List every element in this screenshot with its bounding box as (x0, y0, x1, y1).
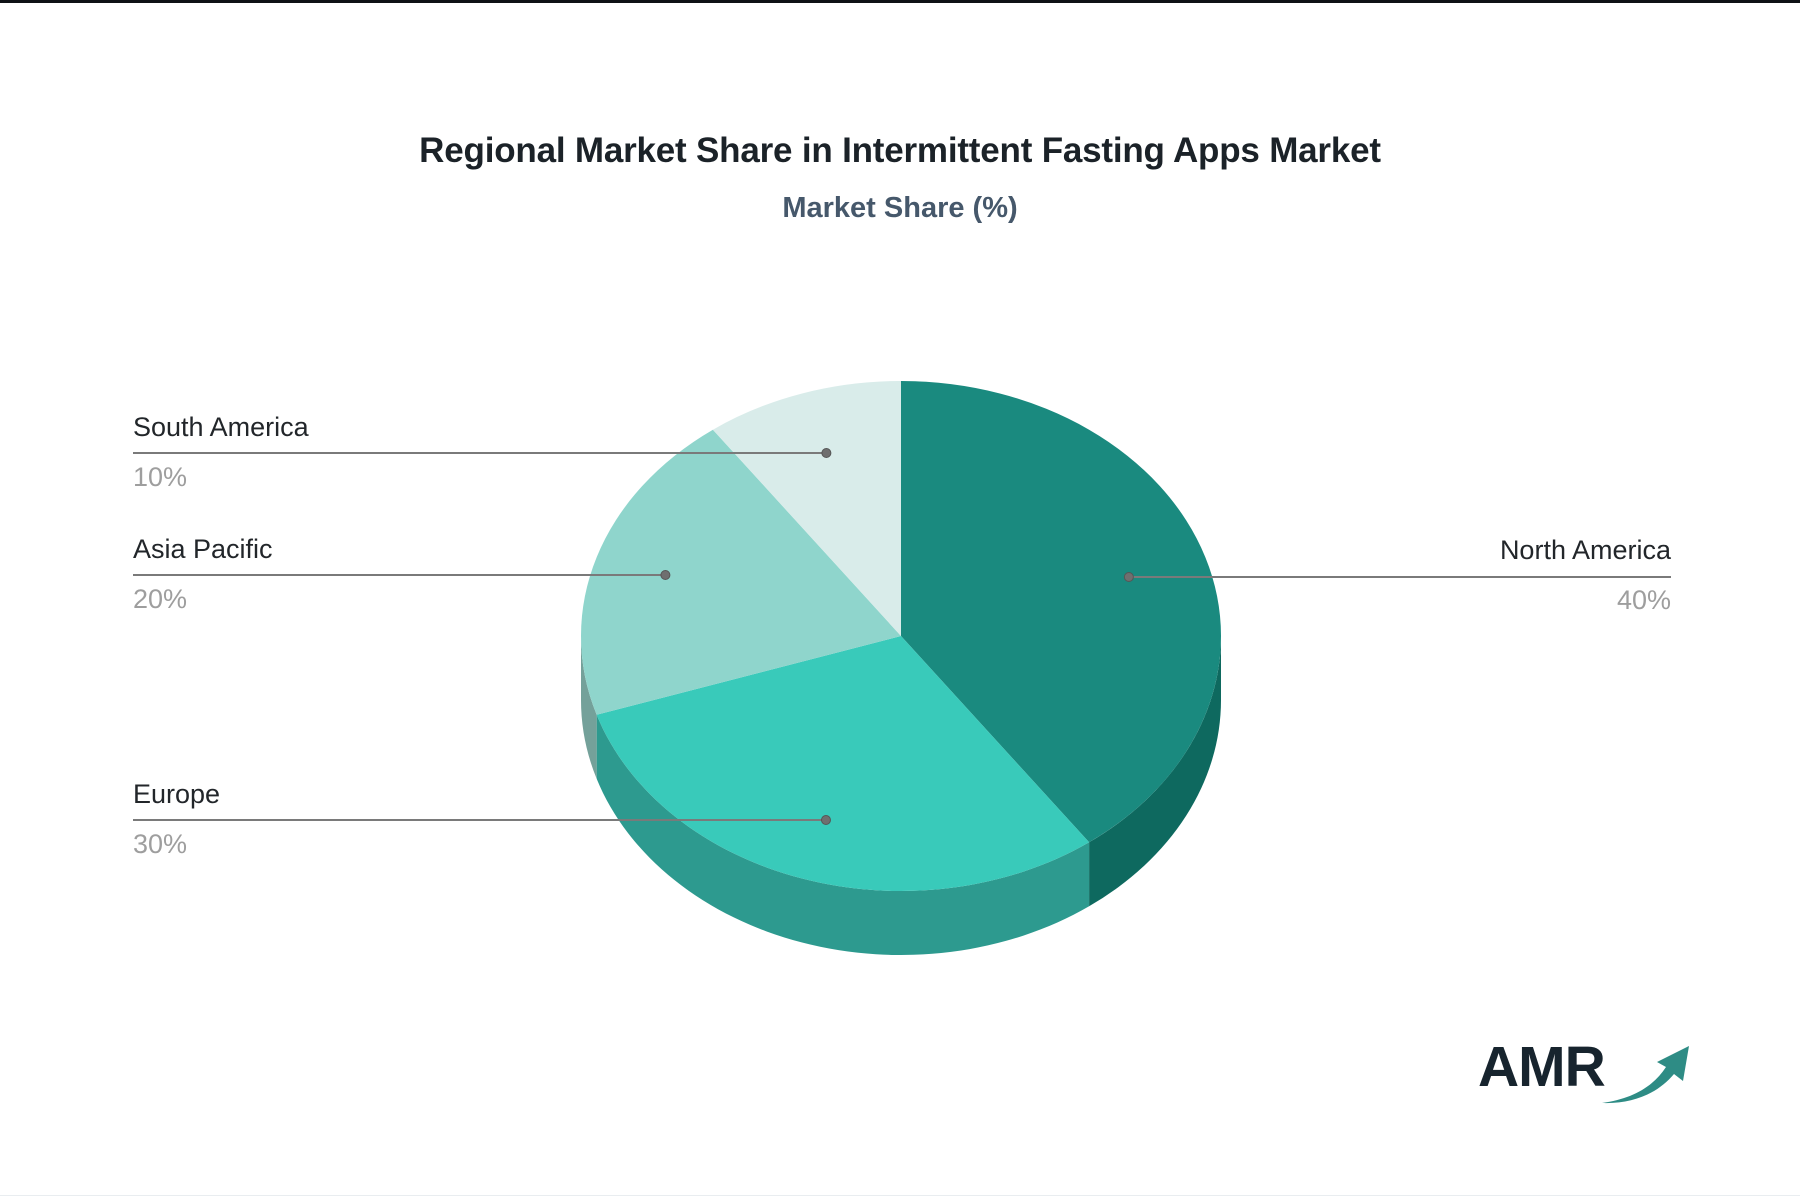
slice-label-south-america: South America (133, 412, 309, 442)
chart-subtitle: Market Share (%) (782, 192, 1018, 224)
leader-dot-north-america (1123, 572, 1134, 582)
chart-title: Regional Market Share in Intermittent Fa… (419, 131, 1381, 170)
pie-slice-asia-pacific (581, 429, 901, 715)
amr-logo-text: AMR (1478, 1035, 1606, 1099)
amr-logo: AMR (1478, 1039, 1698, 1119)
slice-value-north-america: 40% (1616, 585, 1671, 615)
pie-slice-north-america (901, 381, 1222, 843)
pie-slice-side-europe (596, 714, 1090, 956)
slice-value-asia-pacific: 20% (133, 584, 188, 614)
pie-slice-side-north-america (1089, 636, 1221, 907)
slice-label-asia-pacific: Asia Pacific (133, 534, 273, 564)
slice-label-north-america: North America (1499, 535, 1671, 565)
leader-dot-europe (820, 815, 831, 825)
slice-value-south-america: 10% (133, 462, 188, 492)
pie-slice-side-asia-pacific (581, 636, 597, 779)
slice-label-europe: Europe (133, 779, 221, 809)
leader-dot-south-america (821, 448, 832, 458)
pie-slice-south-america (712, 381, 901, 636)
amr-logo-arrow-icon (1602, 1046, 1689, 1104)
pie-slice-europe (596, 636, 1090, 891)
slice-value-europe: 30% (133, 829, 188, 859)
pie-chart (133, 381, 1671, 956)
leader-dot-asia-pacific (660, 570, 671, 580)
